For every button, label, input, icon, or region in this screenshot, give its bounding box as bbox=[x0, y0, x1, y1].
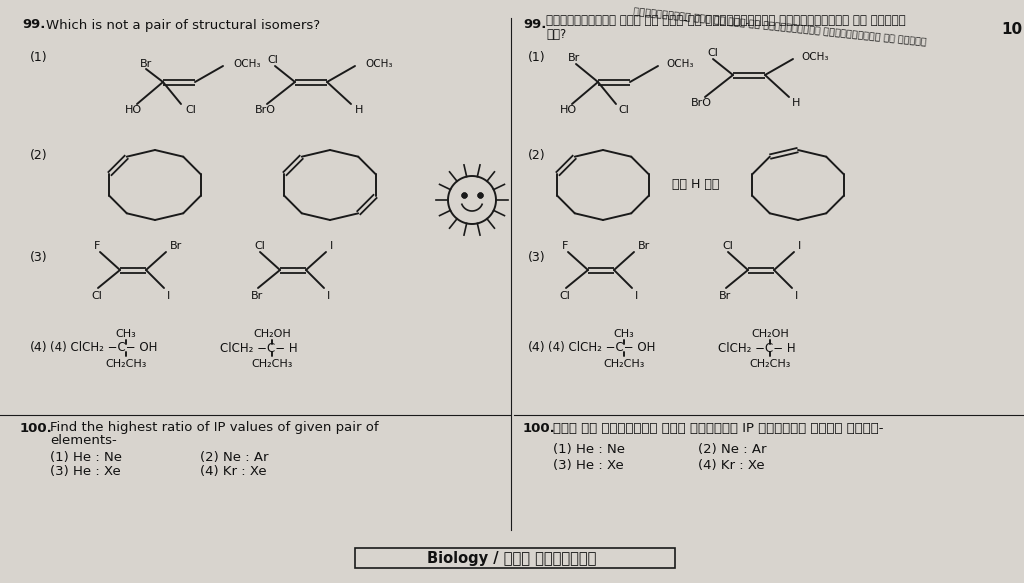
Text: H: H bbox=[792, 98, 801, 108]
Text: (1) He : Ne: (1) He : Ne bbox=[50, 451, 122, 463]
Text: Br: Br bbox=[568, 53, 581, 63]
Text: Cl: Cl bbox=[91, 291, 101, 301]
Text: I: I bbox=[330, 241, 333, 251]
Text: OCH₃: OCH₃ bbox=[233, 59, 260, 69]
Text: Br: Br bbox=[251, 291, 263, 301]
Text: OCH₃: OCH₃ bbox=[365, 59, 392, 69]
Text: (4) ClCH₂ −C− OH: (4) ClCH₂ −C− OH bbox=[548, 342, 655, 354]
Text: (3) He : Xe: (3) He : Xe bbox=[50, 465, 121, 477]
Text: 99.: 99. bbox=[22, 19, 45, 31]
Text: Cl: Cl bbox=[267, 55, 278, 65]
Text: CH₃: CH₃ bbox=[116, 329, 136, 339]
Text: Which is not a pair of structural isomers?: Which is not a pair of structural isomer… bbox=[46, 19, 321, 31]
Text: Br: Br bbox=[140, 59, 153, 69]
Text: Find the highest ratio of IP values of given pair of: Find the highest ratio of IP values of g… bbox=[50, 422, 379, 434]
Text: Cl: Cl bbox=[707, 48, 718, 58]
Text: Cl: Cl bbox=[254, 241, 265, 251]
Text: (3) He : Xe: (3) He : Xe bbox=[553, 459, 624, 472]
Text: 100.: 100. bbox=[523, 422, 556, 434]
Text: (1) He : Ne: (1) He : Ne bbox=[553, 444, 625, 456]
Text: Biology / जीव विज्ञान: Biology / जीव विज्ञान bbox=[427, 550, 597, 566]
Text: दिए गए युग्मों में अधिकतम IP अनुपात वाला होगा-: दिए गए युग्मों में अधिकतम IP अनुपात वाला… bbox=[553, 422, 884, 434]
Bar bbox=[355, 548, 675, 568]
Text: (1): (1) bbox=[528, 51, 546, 65]
Text: BrO: BrO bbox=[691, 98, 712, 108]
Text: 99.: 99. bbox=[523, 19, 547, 31]
Text: 100.: 100. bbox=[20, 422, 53, 434]
Text: I: I bbox=[795, 291, 799, 301]
Text: BrO: BrO bbox=[255, 105, 276, 115]
Text: (2) Ne : Ar: (2) Ne : Ar bbox=[200, 451, 268, 463]
Text: Cl: Cl bbox=[618, 105, 629, 115]
Text: Br: Br bbox=[719, 291, 731, 301]
Text: CH₂OH: CH₂OH bbox=[752, 329, 788, 339]
Text: I: I bbox=[167, 291, 170, 301]
Text: ClCH₂ −C− H: ClCH₂ −C− H bbox=[718, 342, 796, 354]
Text: HO: HO bbox=[125, 105, 142, 115]
Text: CH₂OH: CH₂OH bbox=[253, 329, 291, 339]
Text: (2) Ne : Ar: (2) Ne : Ar bbox=[698, 444, 767, 456]
Text: (4): (4) bbox=[30, 342, 48, 354]
Text: या H कं: या H कं bbox=[673, 178, 720, 191]
Text: HO: HO bbox=[560, 105, 578, 115]
Text: (1): (1) bbox=[30, 51, 48, 65]
Text: (3): (3) bbox=[30, 251, 48, 265]
Text: (2): (2) bbox=[30, 149, 48, 161]
Text: Cl: Cl bbox=[559, 291, 570, 301]
Text: निम्नलिखित में से कौन-सा संरचनात्मक समावयवियों का युग्म: निम्नलिखित में से कौन-सा संरचनात्मक समाव… bbox=[546, 15, 905, 27]
Text: CH₂CH₃: CH₂CH₃ bbox=[251, 359, 293, 369]
Text: ClCH₂ −C− H: ClCH₂ −C− H bbox=[220, 342, 298, 354]
Text: elements-: elements- bbox=[50, 434, 117, 448]
Text: CH₂CH₃: CH₂CH₃ bbox=[603, 359, 645, 369]
Text: (4) Kr : Xe: (4) Kr : Xe bbox=[200, 465, 266, 477]
Text: OCH₃: OCH₃ bbox=[801, 52, 828, 62]
Text: Cl: Cl bbox=[185, 105, 196, 115]
Text: CH₃: CH₃ bbox=[613, 329, 635, 339]
Text: H: H bbox=[355, 105, 364, 115]
Text: CH₂CH₃: CH₂CH₃ bbox=[750, 359, 791, 369]
Text: I: I bbox=[798, 241, 801, 251]
Text: 10: 10 bbox=[1001, 23, 1023, 37]
Text: (4): (4) bbox=[528, 342, 546, 354]
Text: निम्नलिखित में से कौन-सा संरचनात्मक समावयवियों का युग्म: निम्नलिखित में से कौन-सा संरचनात्मक समाव… bbox=[633, 7, 927, 47]
Text: (3): (3) bbox=[528, 251, 546, 265]
Text: (4) Kr : Xe: (4) Kr : Xe bbox=[698, 459, 765, 472]
Text: Cl: Cl bbox=[722, 241, 733, 251]
Text: Br: Br bbox=[170, 241, 182, 251]
Text: Br: Br bbox=[638, 241, 650, 251]
Text: I: I bbox=[635, 291, 638, 301]
Text: F: F bbox=[562, 241, 568, 251]
Text: है?: है? bbox=[546, 27, 566, 40]
Text: (2): (2) bbox=[528, 149, 546, 161]
Text: I: I bbox=[327, 291, 331, 301]
Text: F: F bbox=[94, 241, 100, 251]
Text: CH₂CH₃: CH₂CH₃ bbox=[105, 359, 146, 369]
Text: (4) ClCH₂ −C− OH: (4) ClCH₂ −C− OH bbox=[50, 342, 158, 354]
Text: OCH₃: OCH₃ bbox=[666, 59, 693, 69]
